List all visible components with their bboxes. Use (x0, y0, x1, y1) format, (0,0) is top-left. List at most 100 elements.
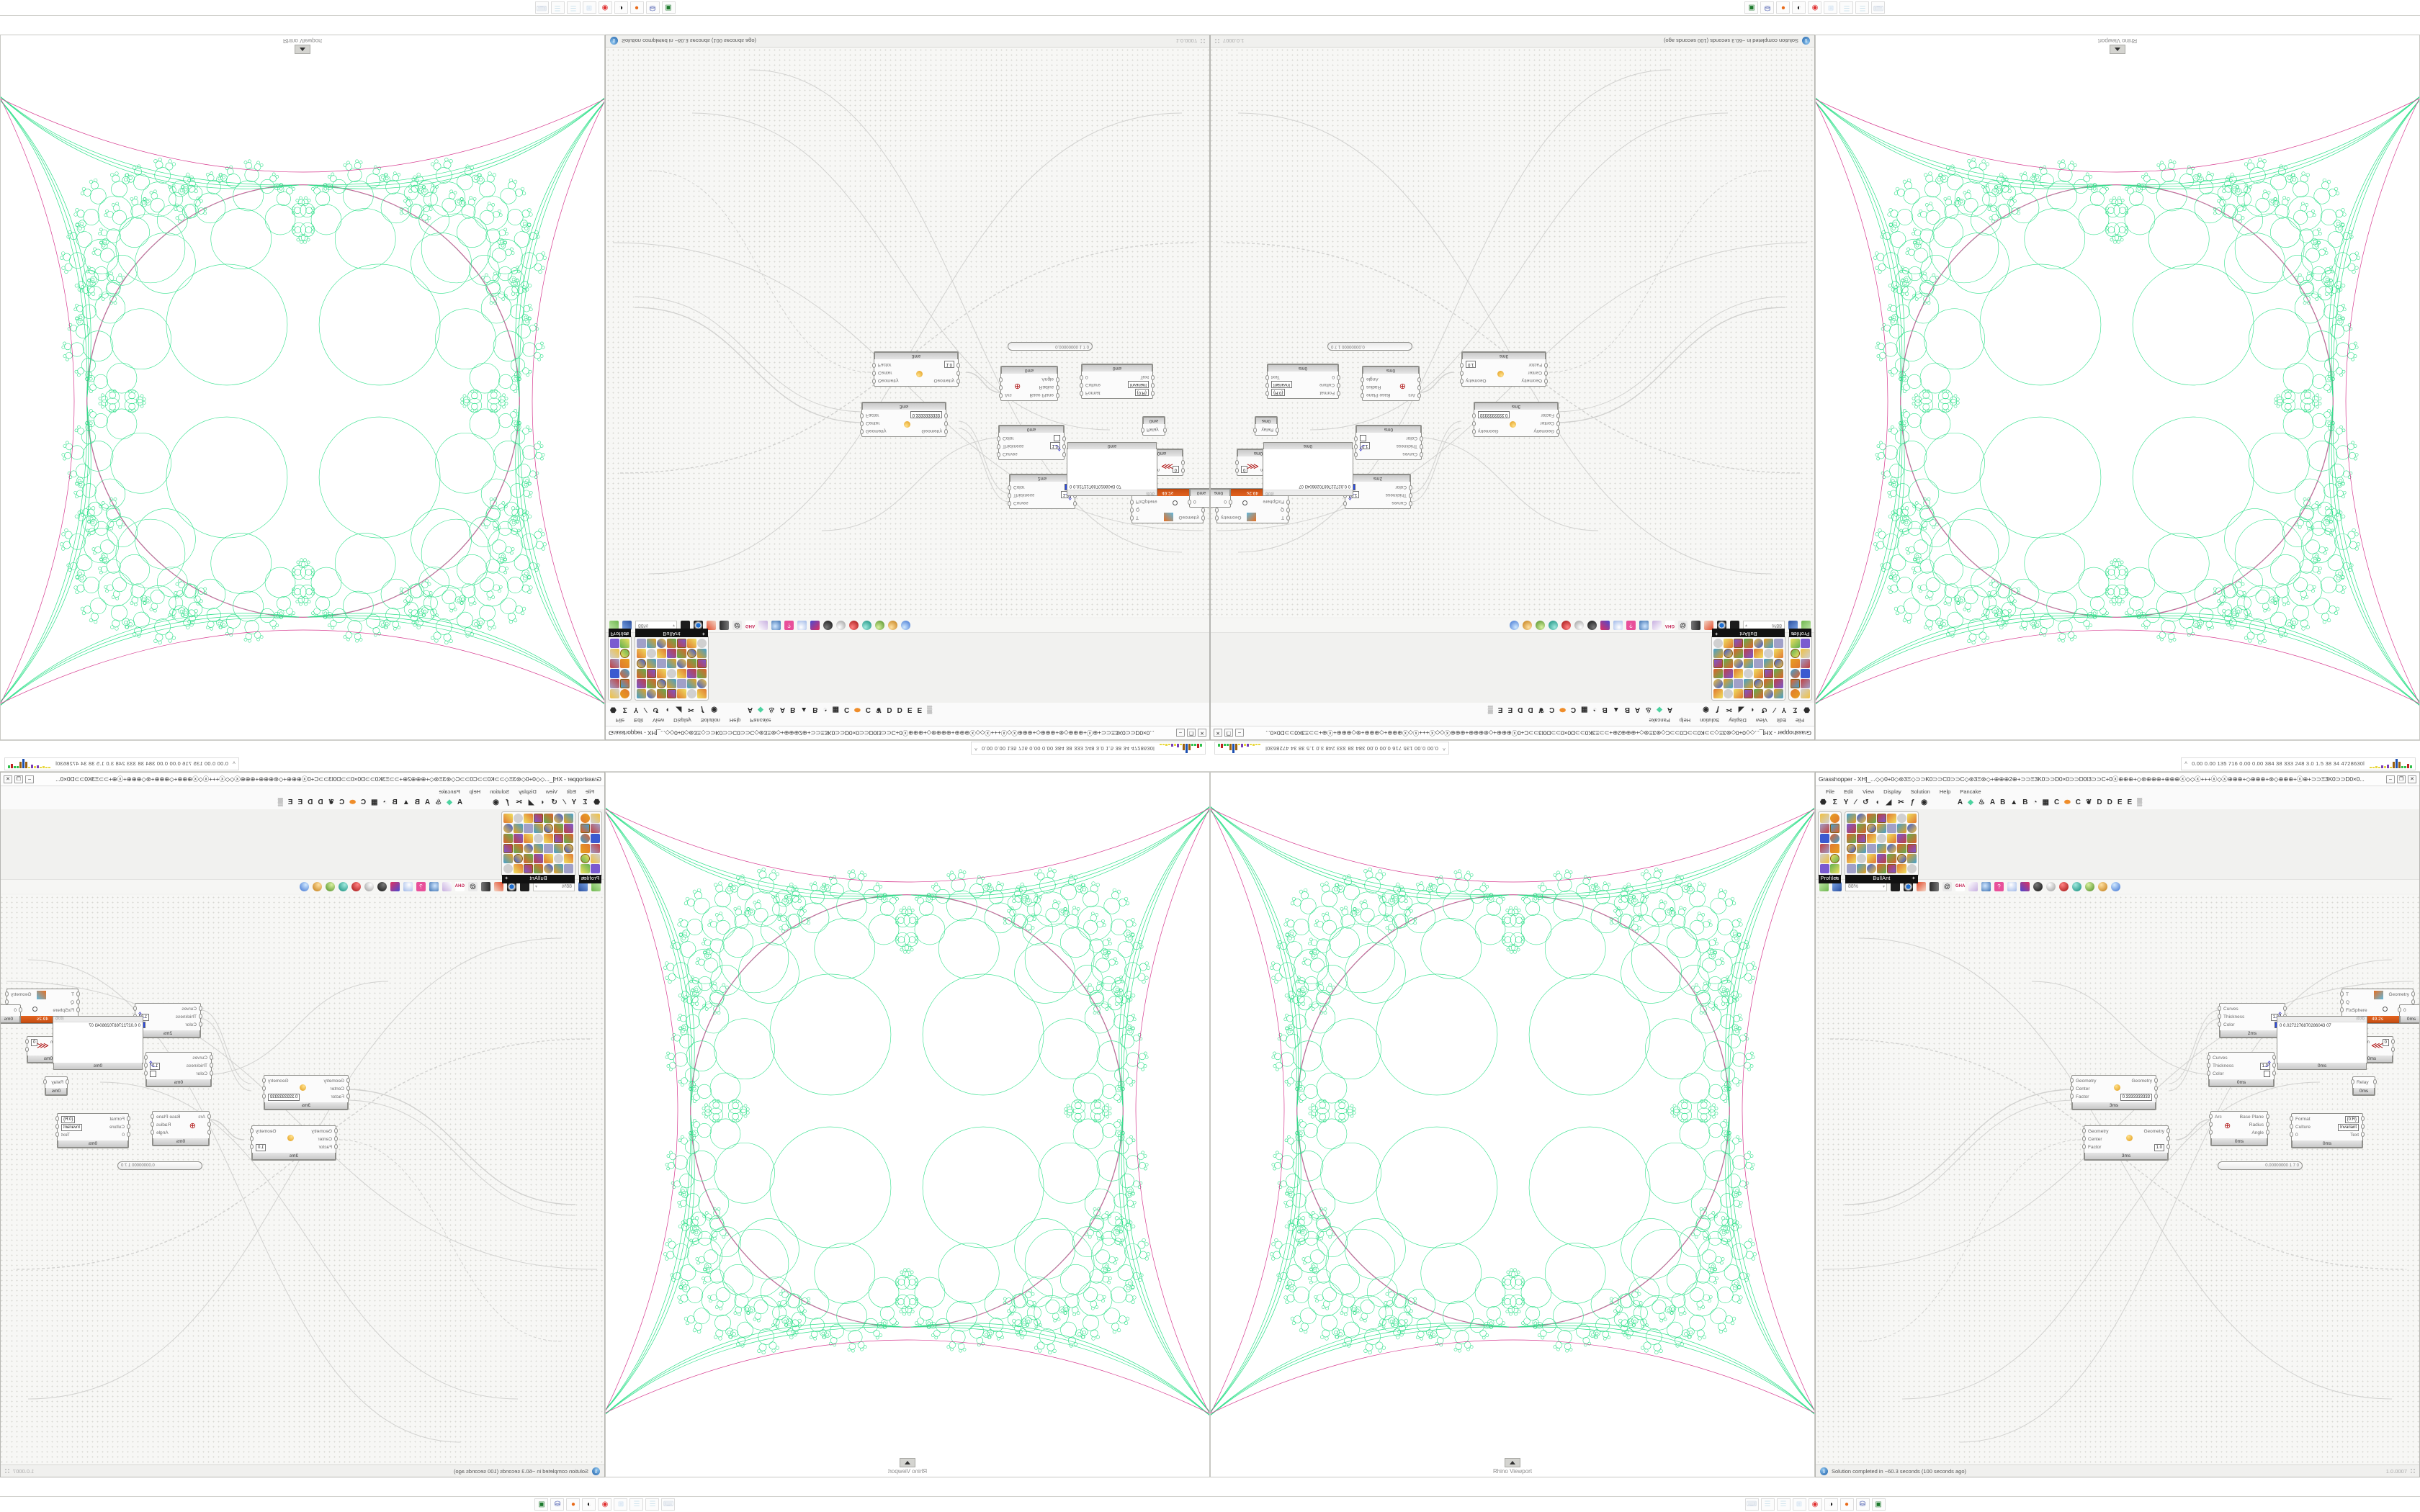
component-param-row[interactable]: Format {0:R} (1085, 389, 1149, 397)
palette-item-icon[interactable] (514, 844, 523, 853)
palette-item-icon[interactable] (544, 824, 553, 833)
component-param-row[interactable]: Angle (2215, 1129, 2264, 1137)
gh-component[interactable]: Arc Base Plane Radius Angle ⊕ 0ms (999, 366, 1059, 401)
palette-item-icon[interactable] (554, 854, 563, 863)
palette-item-icon[interactable] (524, 824, 533, 833)
palette-item-icon[interactable] (503, 824, 513, 833)
mountain-icon[interactable]: ▲ (800, 706, 808, 714)
output-nub[interactable] (2361, 1116, 2365, 1121)
palette-item-icon[interactable] (1744, 669, 1753, 678)
vector-icon[interactable]: ∕ (645, 706, 647, 714)
gh-component[interactable]: 0 0ms (1188, 488, 1209, 508)
maximize-viewport-icon[interactable] (1504, 1458, 1520, 1467)
param-value[interactable]: 0 (2382, 1038, 2389, 1046)
sphere-blue-icon[interactable] (300, 882, 309, 891)
gh-component[interactable]: 0 0ms (1211, 488, 1232, 508)
taskbar-buttons[interactable]: ⌨ ☰ ☰ ⊞ ◉ ◑ ● ⛁ ▣ (1744, 1, 1886, 14)
grasshopper-titlebar[interactable]: Grasshopper - XH]_...◇◇0+0◇⊛3Ξ◇⊃⊃K0⊃⊃C0⊃… (1816, 773, 2419, 786)
menu-item-help[interactable]: Help (1679, 717, 1691, 724)
minimize-button[interactable]: – (2386, 775, 2395, 783)
palette-item-icon[interactable] (1754, 669, 1763, 678)
tab-group-plugins[interactable]: A ◆ ♨ A B ▲ B ◔ ▦ C ⬬ C ❦ D D E E ▒ (748, 705, 932, 714)
intersect-icon[interactable]: ✂ (688, 706, 694, 714)
palette-item-icon[interactable] (534, 814, 543, 823)
input-nub[interactable] (2209, 1114, 2213, 1119)
palette-item-icon[interactable] (1867, 814, 1876, 823)
sphere-teal-icon[interactable] (2072, 882, 2081, 891)
palette-item-icon[interactable] (1801, 689, 1810, 698)
menu-bar[interactable]: File Edit View Display Solution Help Pancake (1, 786, 604, 796)
taskbar-rhino-icon[interactable]: ◉ (598, 1498, 612, 1511)
taskbar-save-64-icon[interactable]: ⛁ (1855, 1498, 1870, 1511)
palette-bullant[interactable]: BullAnt ✦ (1711, 629, 1785, 701)
palette-item-icon[interactable] (647, 669, 656, 678)
taskbar-mask-icon[interactable]: ◑ (1792, 1, 1806, 14)
ellipse-icon[interactable]: ⬬ (1559, 706, 1566, 714)
gh-component[interactable]: Curves Thickness 1.0 Color ⤴ 0ms (997, 425, 1066, 460)
doc-icon[interactable] (442, 882, 452, 891)
component-param-row[interactable]: Radius (2215, 1121, 2264, 1129)
palette-item-icon[interactable] (1724, 689, 1733, 698)
tab-letter-a[interactable]: A (1634, 706, 1641, 714)
palette-item-icon[interactable] (1774, 649, 1783, 658)
palette-item-icon[interactable] (1734, 669, 1743, 678)
output-nub[interactable] (2266, 1130, 2269, 1135)
close-button[interactable]: ✕ (4, 775, 12, 783)
gh-component[interactable]: Curves Thickness 1.0 Color ⤴ 2ms (1008, 474, 1077, 509)
sphere-blue-icon[interactable] (1510, 621, 1519, 630)
tab-letter-e[interactable]: E (297, 798, 303, 806)
viewport-tab[interactable]: Rhino Viewport (2098, 37, 2137, 54)
taskbar-firefox-icon[interactable]: ● (566, 1498, 581, 1511)
gh-component[interactable]: Format {0:R} Culture Invariant 0 Text 0ms (55, 1113, 130, 1148)
grasshopper-canvas[interactable]: Curves Thickness 1.0 Color ⤴ 2ms Curves Thickne… (1211, 48, 1814, 617)
input-nub[interactable] (2207, 1055, 2210, 1060)
taskbar-mask-icon[interactable]: ◑ (582, 1498, 596, 1511)
palette-item-icon[interactable] (677, 689, 686, 698)
rhino-viewport-canvas[interactable] (606, 773, 1209, 1457)
palette-item-icon[interactable] (1764, 659, 1773, 668)
palette-item-icon[interactable] (1724, 669, 1733, 678)
ellipse-icon[interactable]: ⬬ (2064, 798, 2071, 806)
maths-icon[interactable]: Σ (583, 798, 588, 806)
taskbar-mask-icon[interactable]: ◑ (1824, 1498, 1838, 1511)
palette-item-icon[interactable] (1847, 854, 1856, 863)
palette-item-icon[interactable] (503, 854, 513, 863)
input-nub[interactable] (2070, 1094, 2074, 1099)
palette-bullant[interactable]: BullAnt ✦ (635, 629, 709, 701)
search-icon[interactable] (429, 882, 439, 891)
palette-item-icon[interactable] (1847, 834, 1856, 843)
palette-item-icon[interactable] (1734, 649, 1743, 658)
component-param-row[interactable]: Culture Invariant (61, 1123, 125, 1131)
maximize-button[interactable]: ❐ (2397, 775, 2406, 783)
fixsphere-toggle[interactable] (1173, 500, 1178, 505)
component-param-row[interactable]: Culture Invariant (1271, 381, 1335, 389)
component-body[interactable]: 0 (1211, 496, 1230, 507)
palette-item-icon[interactable] (581, 854, 590, 863)
palette-item-icon[interactable] (1713, 649, 1723, 658)
param-value[interactable]: {0:R} (61, 1115, 76, 1123)
intersect-icon[interactable]: ✂ (516, 798, 522, 806)
maths-icon[interactable]: Σ (1793, 706, 1798, 714)
taskbar-text-editor-icon[interactable]: ☰ (566, 1, 581, 14)
resize-gripper[interactable] (1215, 39, 1219, 43)
palette-item-icon[interactable] (1907, 824, 1917, 833)
mesh-icon[interactable]: ◢ (1738, 706, 1744, 714)
tab-letter-e[interactable]: E (1507, 706, 1513, 714)
scissors-icon[interactable] (810, 621, 820, 630)
matrix-icon[interactable]: ▒ (1487, 706, 1493, 714)
bug-icon[interactable]: ◔ (2033, 798, 2038, 806)
palette-item-icon[interactable] (1774, 669, 1783, 678)
tab-letter-a[interactable]: A (424, 798, 431, 806)
tab-group-core[interactable]: ⬣ Σ Υ ∕ ↺ ◖ ◢ ✂ ƒ ◉ (610, 705, 717, 714)
gh-component[interactable]: Geometry Geometry Center Factor 1.0 3ms (250, 1125, 338, 1161)
palette-item-icon[interactable] (697, 649, 707, 658)
grasshopper-titlebar[interactable]: Grasshopper - XH]_...◇◇0+0◇⊛3Ξ◇⊃⊃K0⊃⊃C0⊃… (1, 773, 604, 786)
rhino-viewport-canvas[interactable] (1816, 55, 2419, 739)
palette-item-icon[interactable] (1764, 689, 1773, 698)
param-value[interactable]: 1.0 (944, 361, 954, 369)
sphere-green-icon[interactable] (2085, 882, 2094, 891)
tray-chevron-icon[interactable]: ˄ (974, 746, 978, 751)
gh-component[interactable]: Relay 0ms (2351, 1076, 2377, 1096)
taskbar-monitor-icon[interactable]: ▣ (1744, 1, 1759, 14)
palette-item-icon[interactable] (657, 679, 666, 688)
